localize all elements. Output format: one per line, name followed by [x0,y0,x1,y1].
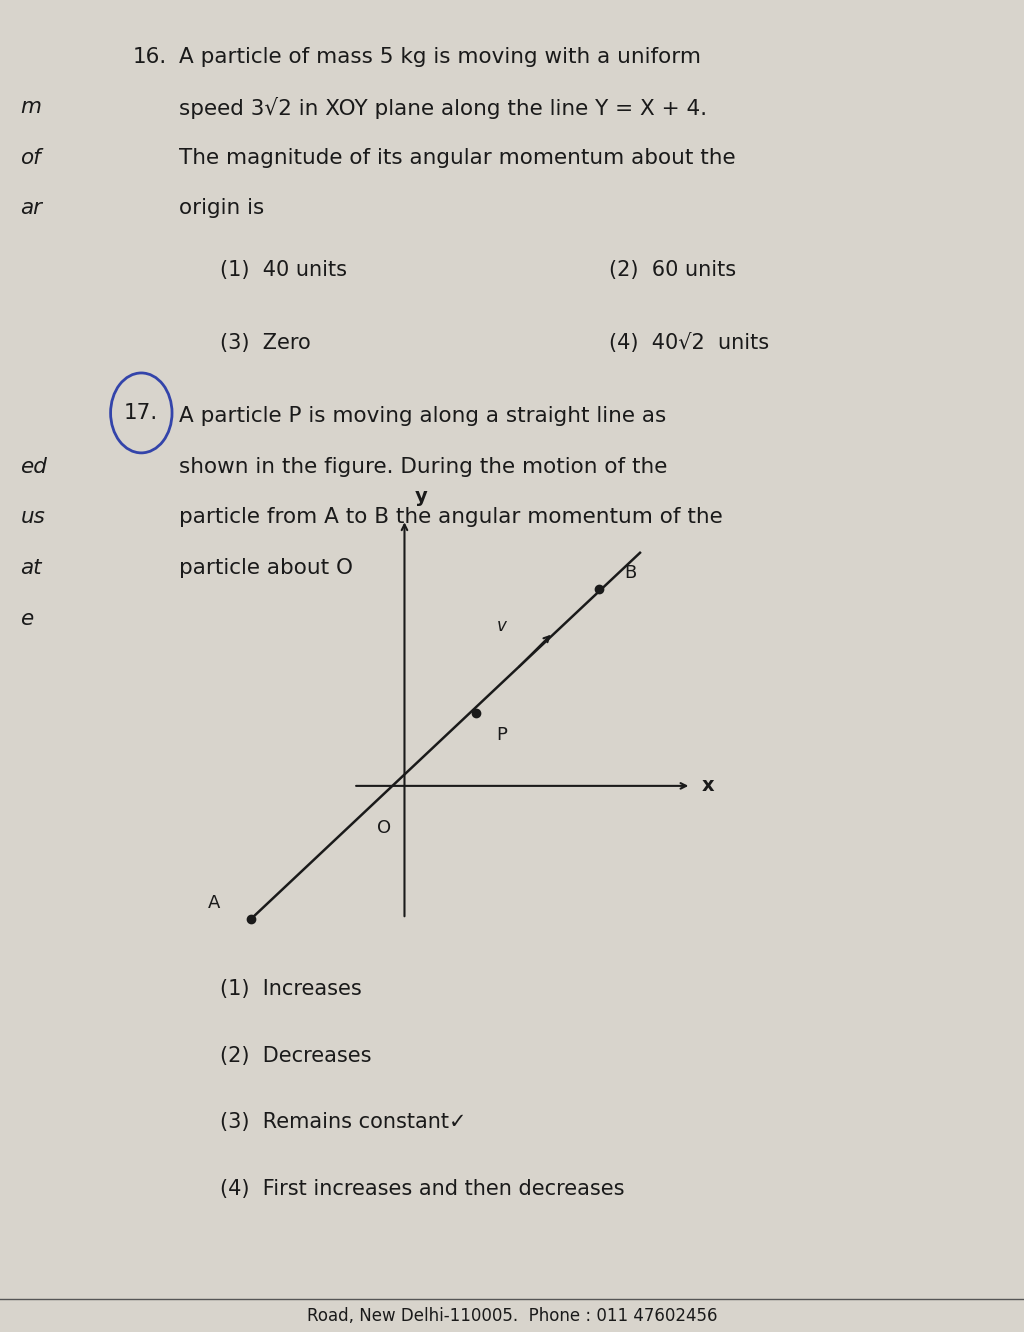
Text: particle about O: particle about O [179,558,353,578]
Text: e: e [20,609,34,629]
Text: (2)  Decreases: (2) Decreases [220,1046,372,1066]
Text: A: A [208,894,220,912]
Text: shown in the figure. During the motion of the: shown in the figure. During the motion o… [179,457,668,477]
Text: m: m [20,97,42,117]
Text: y: y [415,488,427,506]
Text: (4)  First increases and then decreases: (4) First increases and then decreases [220,1179,625,1199]
Text: x: x [701,777,714,795]
Text: (4)  40√2  units: (4) 40√2 units [609,333,769,353]
Text: 17.: 17. [124,402,159,424]
Text: 16.: 16. [133,47,167,67]
Text: ar: ar [20,198,42,218]
Text: v: v [497,617,507,635]
Text: P: P [497,726,508,745]
Text: B: B [625,563,637,582]
Text: at: at [20,558,42,578]
Text: us: us [20,507,45,527]
Text: (3)  Zero: (3) Zero [220,333,311,353]
Text: O: O [377,819,391,838]
Text: (1)  40 units: (1) 40 units [220,260,347,280]
Text: Road, New Delhi-110005.  Phone : 011 47602456: Road, New Delhi-110005. Phone : 011 4760… [307,1307,717,1325]
Text: A particle of mass 5 kg is moving with a uniform: A particle of mass 5 kg is moving with a… [179,47,701,67]
Text: speed 3√2 in XOY plane along the line Y = X + 4.: speed 3√2 in XOY plane along the line Y … [179,97,708,120]
Text: ed: ed [20,457,47,477]
Text: of: of [20,148,41,168]
Text: particle from A to B the angular momentum of the: particle from A to B the angular momentu… [179,507,723,527]
Text: (2)  60 units: (2) 60 units [609,260,736,280]
Text: origin is: origin is [179,198,264,218]
Text: (1)  Increases: (1) Increases [220,979,361,999]
Text: (3)  Remains constant✓: (3) Remains constant✓ [220,1112,467,1132]
Text: A particle P is moving along a straight line as: A particle P is moving along a straight … [179,406,667,426]
Text: The magnitude of its angular momentum about the: The magnitude of its angular momentum ab… [179,148,736,168]
